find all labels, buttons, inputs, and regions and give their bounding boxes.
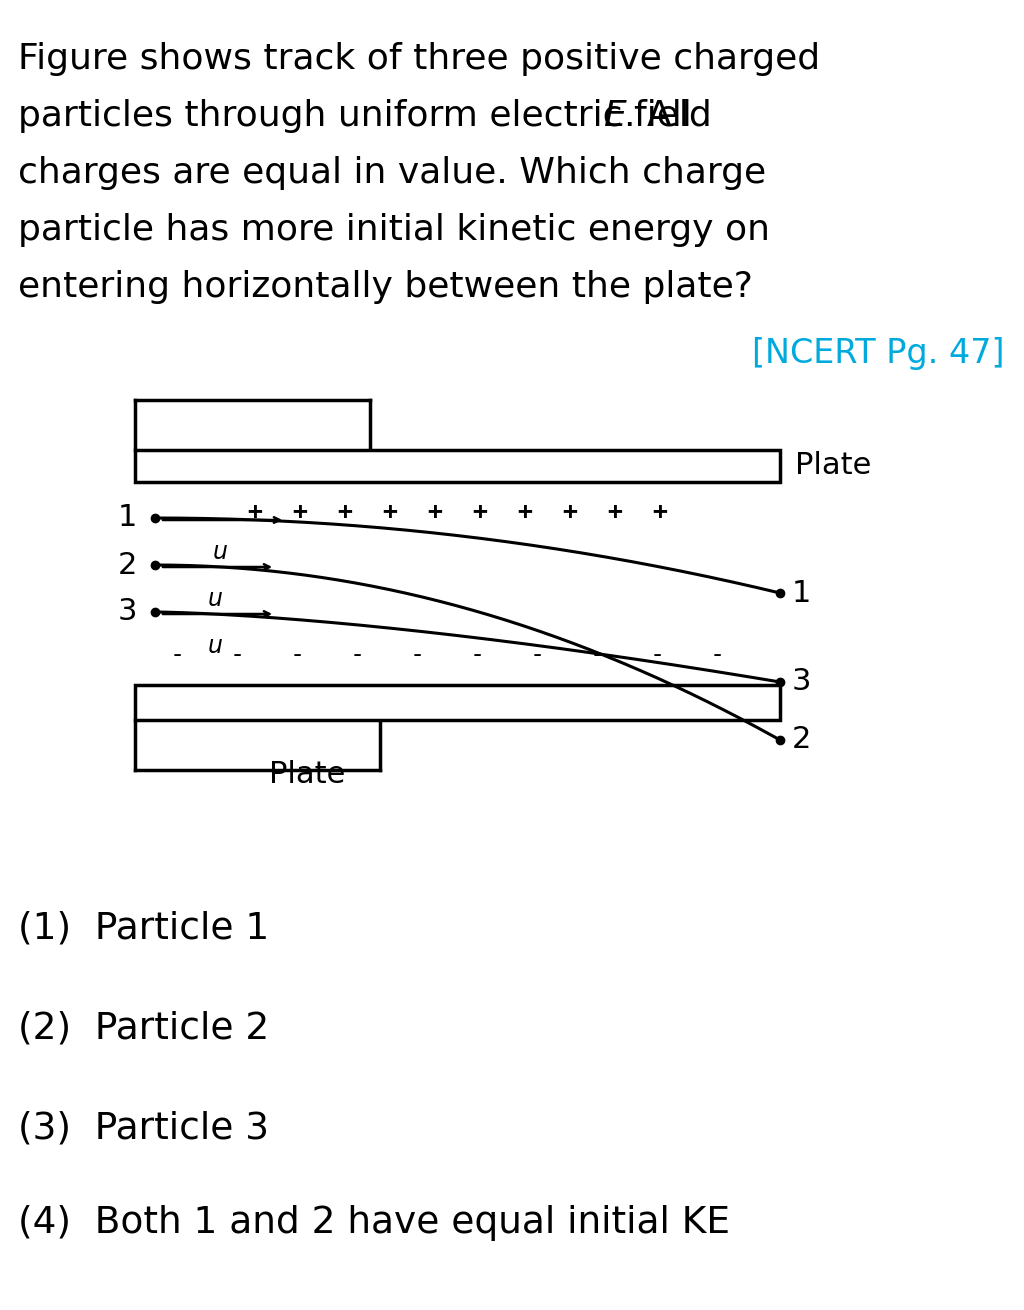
- Text: 1: 1: [792, 579, 811, 608]
- Text: E: E: [603, 100, 626, 134]
- Text: (1)  Particle 1: (1) Particle 1: [18, 910, 269, 946]
- Text: (3)  Particle 3: (3) Particle 3: [18, 1110, 269, 1146]
- Text: Plate: Plate: [269, 760, 346, 789]
- Text: particles through uniform electric field: particles through uniform electric field: [18, 100, 723, 134]
- Text: 3: 3: [792, 668, 811, 697]
- Text: u: u: [213, 540, 227, 565]
- Text: Plate: Plate: [795, 452, 871, 481]
- Text: particle has more initial kinetic energy on: particle has more initial kinetic energy…: [18, 214, 770, 248]
- Text: +  +  +  +  +  +  +  +  +  +: + + + + + + + + + +: [248, 500, 668, 524]
- Text: (4)  Both 1 and 2 have equal initial KE: (4) Both 1 and 2 have equal initial KE: [18, 1205, 730, 1241]
- Text: u: u: [208, 587, 222, 610]
- Text: 2: 2: [792, 726, 811, 755]
- Text: (2)  Particle 2: (2) Particle 2: [18, 1010, 269, 1045]
- Text: 1: 1: [118, 503, 137, 532]
- Text: 3: 3: [118, 597, 137, 626]
- Text: 2: 2: [118, 550, 137, 579]
- Bar: [135, 685, 780, 720]
- Text: -   -   -   -   -   -   -   -   -   -: - - - - - - - - - -: [170, 643, 725, 667]
- Text: [NCERT Pg. 47]: [NCERT Pg. 47]: [753, 337, 1005, 369]
- Text: u: u: [208, 634, 222, 658]
- Text: entering horizontally between the plate?: entering horizontally between the plate?: [18, 270, 753, 304]
- Text: . All: . All: [624, 100, 691, 134]
- Text: Figure shows track of three positive charged: Figure shows track of three positive cha…: [18, 42, 820, 76]
- Text: charges are equal in value. Which charge: charges are equal in value. Which charge: [18, 156, 766, 190]
- Bar: [135, 451, 780, 482]
